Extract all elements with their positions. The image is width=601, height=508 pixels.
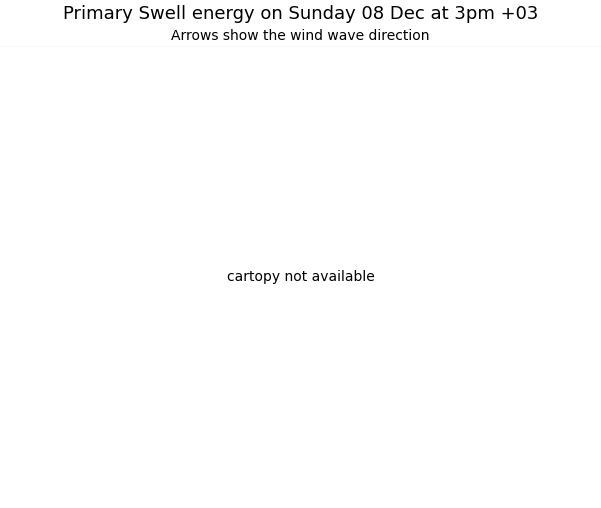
Text: Primary Swell energy on Sunday 08 Dec at 3pm +03: Primary Swell energy on Sunday 08 Dec at…	[63, 5, 538, 23]
Text: cartopy not available: cartopy not available	[227, 270, 374, 284]
Text: Arrows show the wind wave direction: Arrows show the wind wave direction	[171, 29, 430, 44]
